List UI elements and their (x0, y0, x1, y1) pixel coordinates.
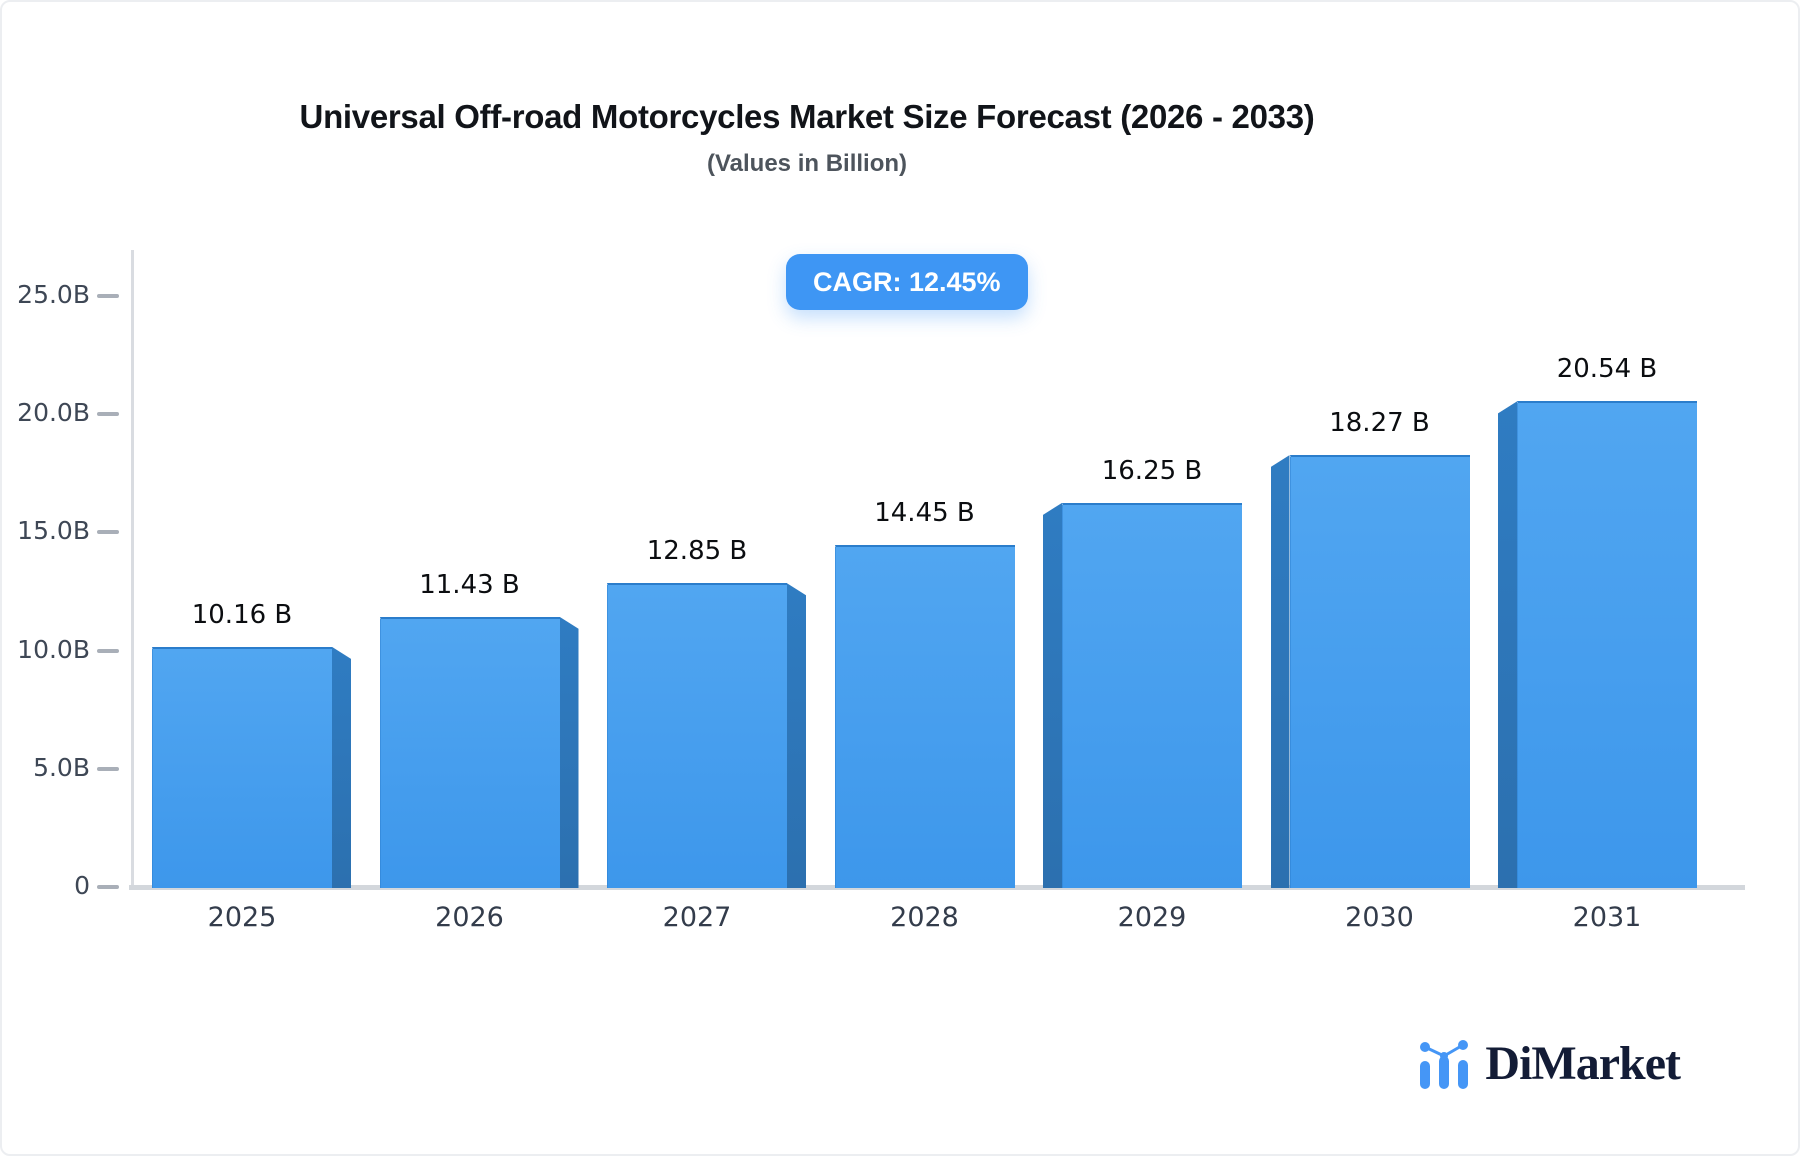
y-axis-label: 5.0B (33, 752, 90, 782)
chart-subtitle: (Values in Billion) (706, 150, 908, 177)
y-axis-label: 15.0B (17, 516, 90, 546)
brand-logo: DiMarket (1417, 1036, 1681, 1091)
y-axis-line (131, 250, 134, 890)
bar-2031[interactable] (1517, 401, 1697, 888)
bar-2025-side (332, 646, 351, 888)
bar-value-label: 16.25 B (1101, 455, 1203, 486)
bar-2026-side (559, 616, 579, 888)
y-axis-label: 25.0B (17, 280, 90, 309)
y-axis-label: 10.0B (17, 634, 90, 664)
bar-value-label: 12.85 B (646, 536, 748, 567)
y-axis-tick (97, 530, 119, 535)
x-axis-label: 2027 (662, 902, 732, 933)
x-axis-label: 2029 (1117, 902, 1187, 933)
bar-2029[interactable] (1062, 502, 1242, 888)
x-axis-label: 2028 (890, 902, 959, 933)
x-axis-label: 2026 (435, 902, 504, 933)
bar-2026[interactable] (379, 616, 560, 888)
y-axis-label: 20.0B (17, 398, 90, 428)
bar-2029-side (1043, 502, 1062, 888)
y-axis-tick (97, 766, 119, 771)
bar-2027-side (787, 583, 806, 888)
y-axis-tick (97, 648, 119, 653)
bar-2030-side (1270, 455, 1290, 888)
chart-title: Universal Off-road Motorcycles Market Si… (299, 98, 1315, 135)
x-axis-label: 2030 (1345, 902, 1414, 933)
y-axis-tick (97, 885, 119, 889)
bar-2025[interactable] (152, 646, 332, 888)
y-axis-label: 0 (74, 871, 90, 900)
bar-2030[interactable] (1289, 455, 1470, 888)
bar-2027[interactable] (607, 583, 787, 888)
bar-value-label: 14.45 B (874, 498, 975, 529)
x-axis-label: 2031 (1572, 902, 1642, 933)
cagr-badge: CAGR: 12.45% (786, 254, 1028, 310)
bar-2028[interactable] (834, 545, 1015, 888)
y-axis-tick (97, 294, 119, 298)
y-axis-tick (97, 412, 119, 417)
brand-logo-icon (1420, 1039, 1469, 1089)
brand-logo-text: DiMarket (1485, 1037, 1681, 1090)
bar-value-label: 11.43 B (419, 569, 520, 600)
bar-2031-side (1498, 401, 1517, 888)
bar-value-label: 10.16 B (191, 599, 293, 630)
bar-value-label: 18.27 B (1329, 408, 1430, 439)
x-axis-label: 2025 (207, 902, 277, 933)
bar-value-label: 20.54 B (1556, 354, 1658, 385)
